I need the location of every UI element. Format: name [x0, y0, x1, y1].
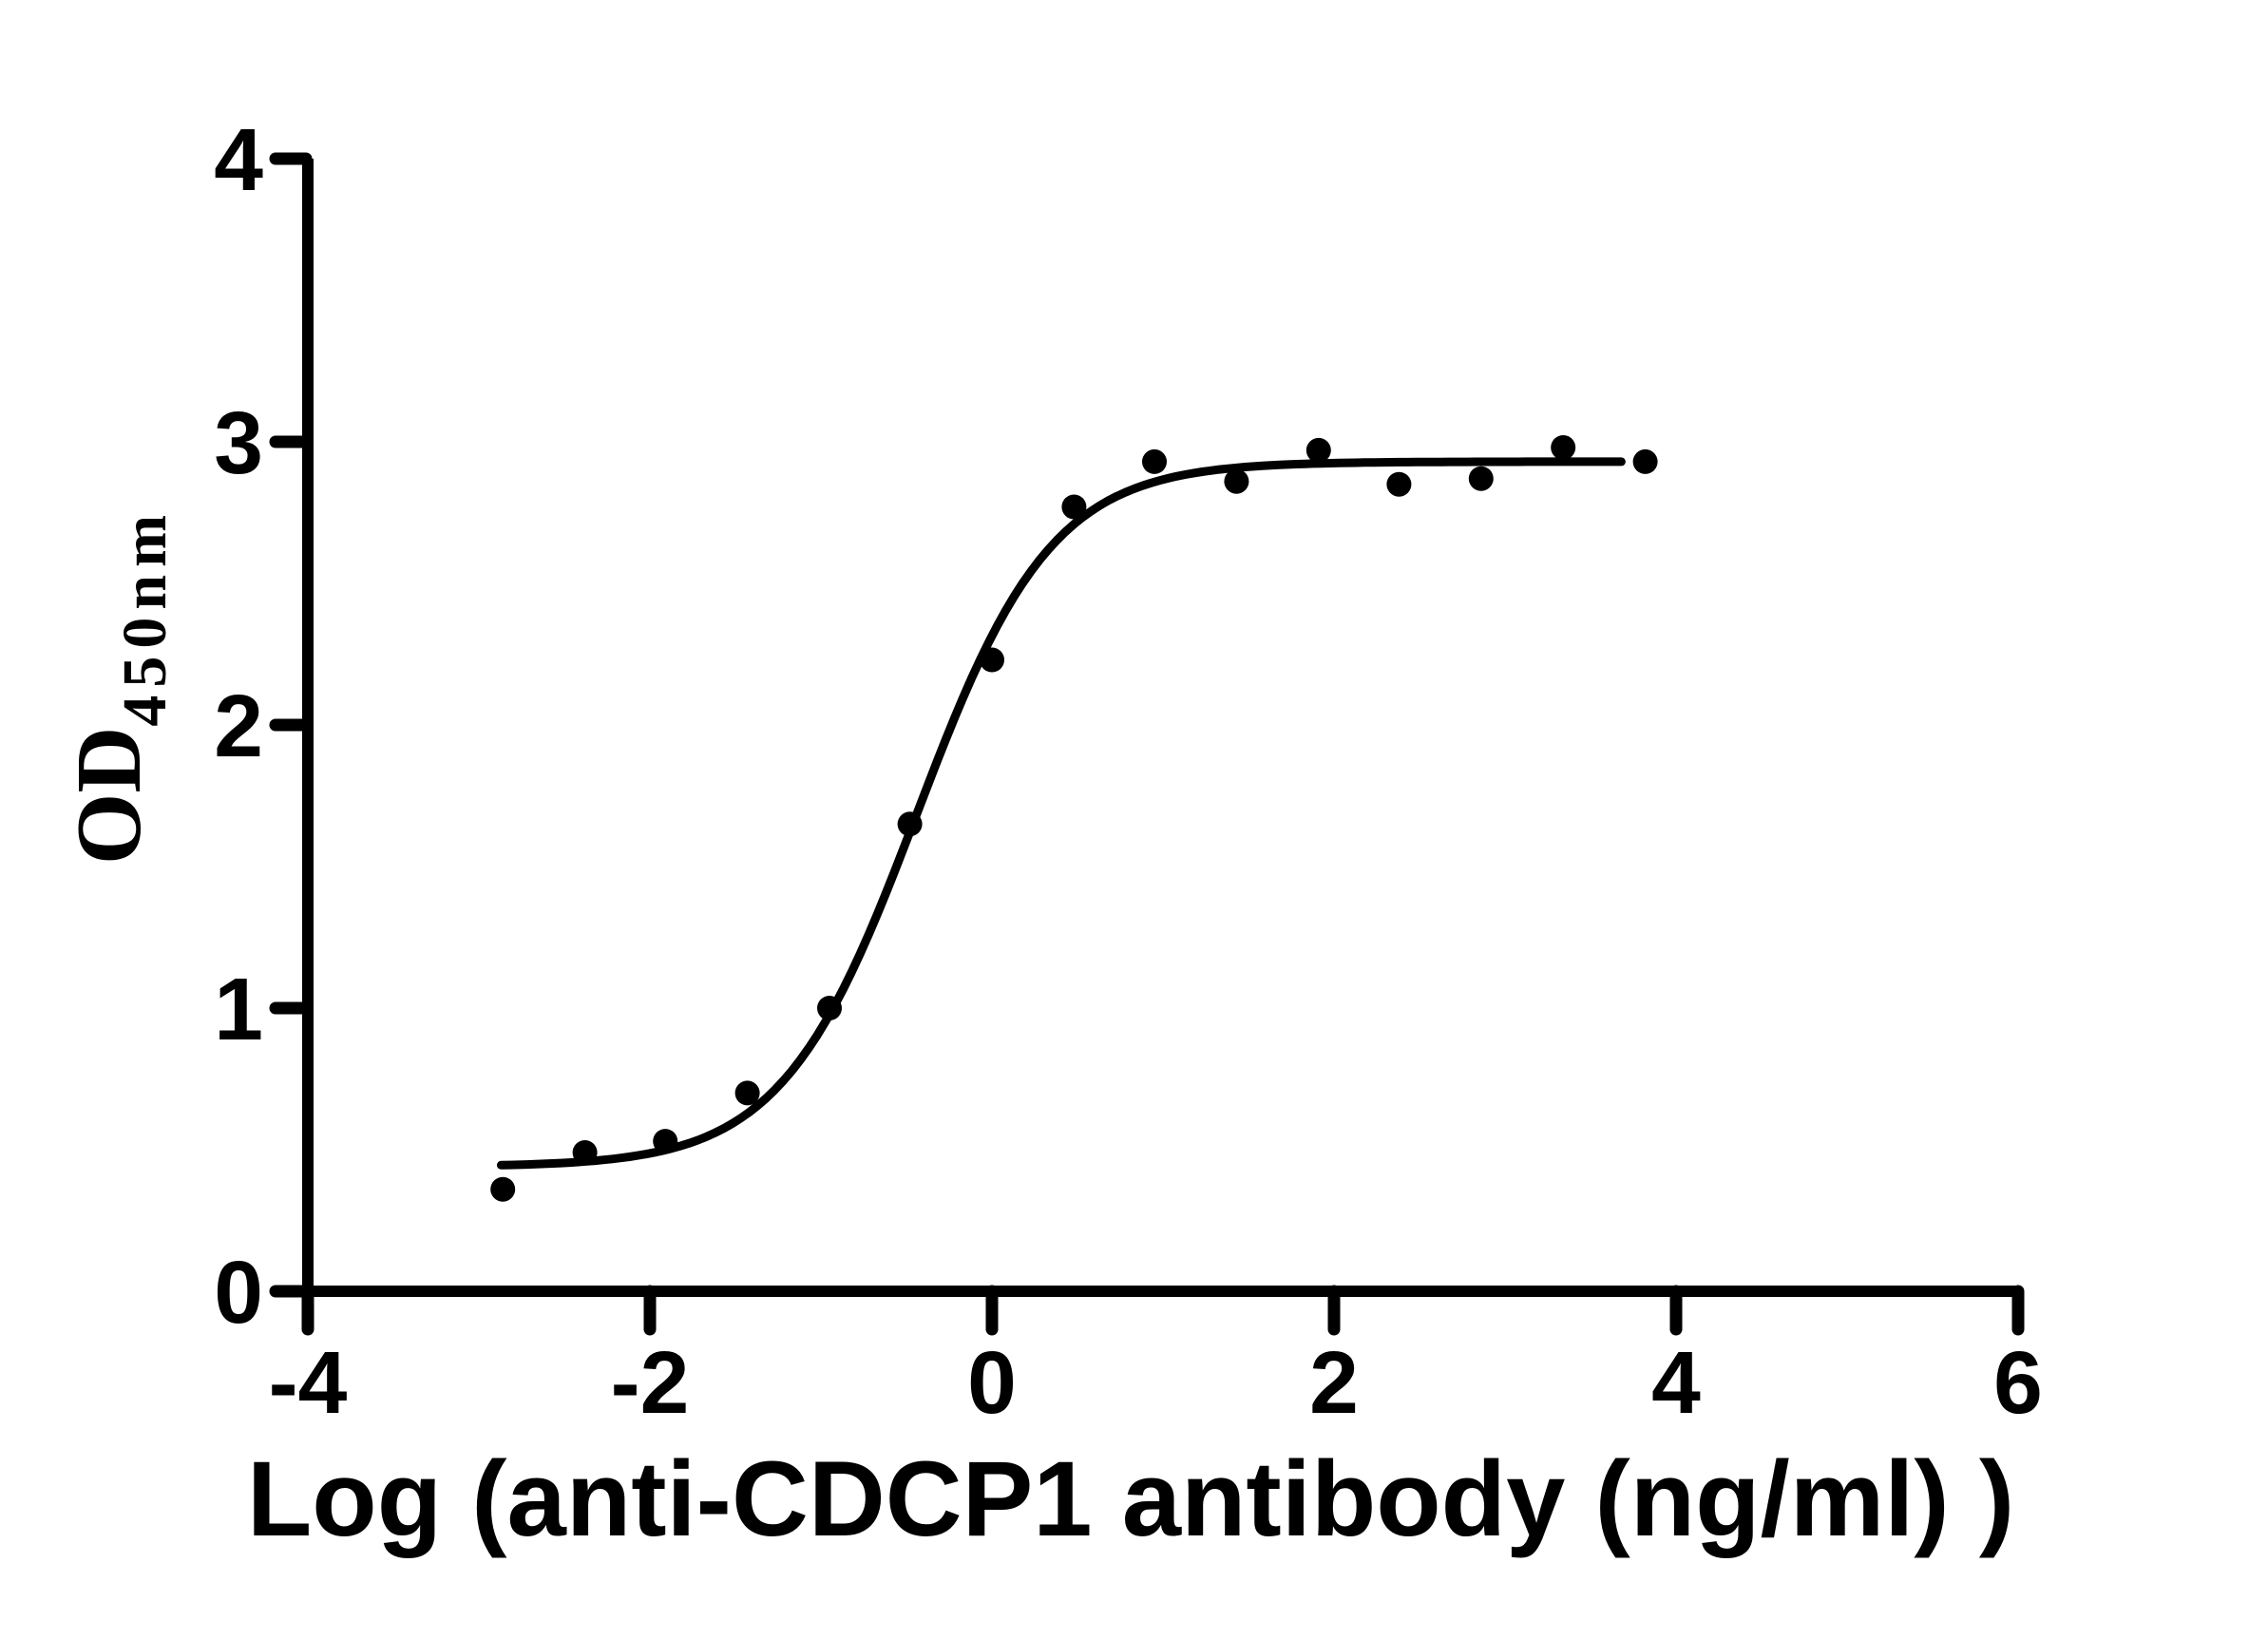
data-point — [1468, 466, 1494, 491]
data-point — [1224, 468, 1249, 494]
x-tick-label: -2 — [611, 1333, 690, 1432]
data-point — [653, 1129, 678, 1154]
data-point — [817, 996, 842, 1020]
x-tick-label: -4 — [269, 1333, 348, 1432]
data-point — [734, 1080, 760, 1106]
data-point — [1061, 494, 1087, 520]
y-tick-label: 1 — [214, 960, 263, 1058]
y-axis-title-main: OD — [58, 726, 160, 866]
data-point — [897, 811, 923, 837]
x-tick-label: 4 — [1651, 1333, 1701, 1432]
y-tick-label: 4 — [214, 110, 263, 209]
y-tick-label: 0 — [214, 1243, 263, 1342]
x-tick-label: 6 — [1993, 1333, 2043, 1432]
x-axis-title: Log (anti-CDCP1 antibody (ng/ml) ) — [246, 1439, 2015, 1558]
x-tick-label: 0 — [967, 1333, 1017, 1432]
x-tick-label: 2 — [1309, 1333, 1359, 1432]
y-tick-label: 3 — [214, 393, 263, 492]
data-point — [1142, 448, 1167, 474]
y-tick-label: 2 — [214, 677, 263, 775]
data-point — [490, 1176, 516, 1202]
data-point — [1551, 435, 1576, 460]
y-axis-title: OD450nm — [58, 506, 180, 865]
data-point — [572, 1140, 598, 1165]
data-point — [980, 647, 1004, 673]
y-axis-title-subscript: 450nm — [110, 506, 180, 727]
data-point — [1386, 471, 1412, 497]
data-point — [1306, 437, 1331, 463]
fit-curve — [496, 457, 1626, 1170]
data-point — [1632, 448, 1658, 474]
